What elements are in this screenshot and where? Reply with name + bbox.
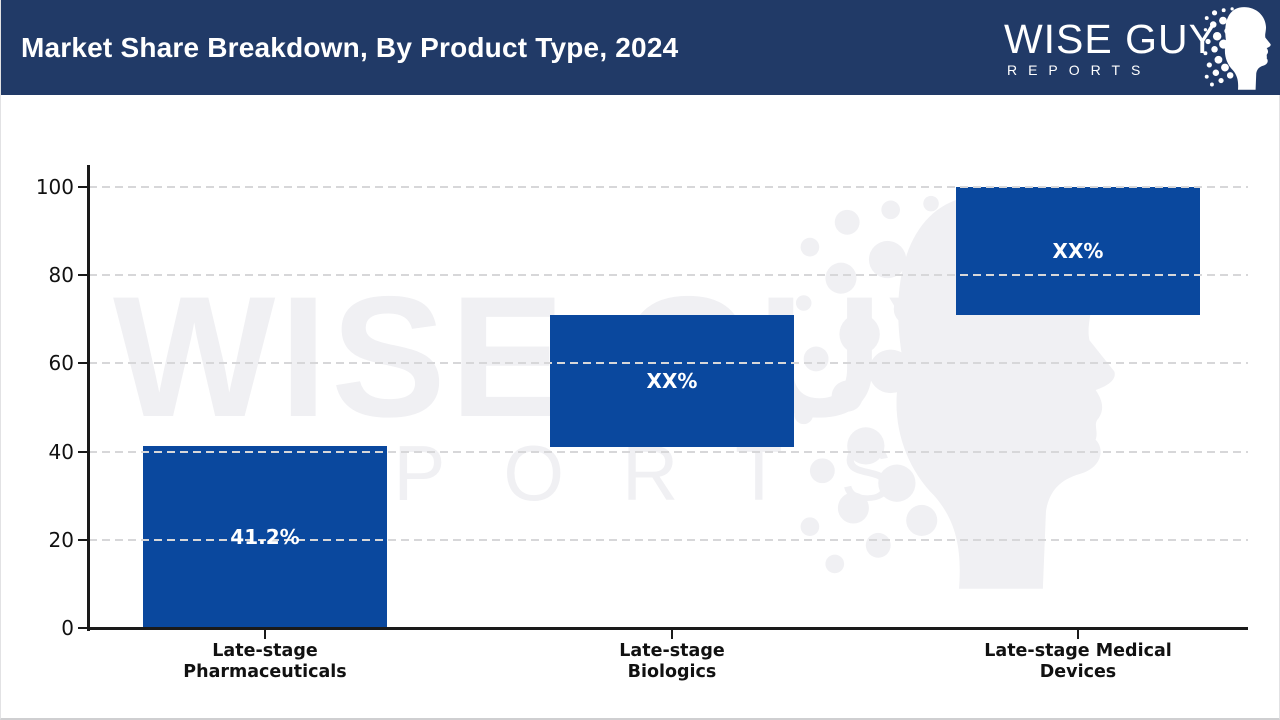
y-tick-mark bbox=[78, 627, 87, 629]
y-tick-label: 20 bbox=[48, 527, 74, 552]
y-tick-mark bbox=[78, 450, 87, 453]
header-band: Market Share Breakdown, By Product Type,… bbox=[1, 0, 1280, 95]
y-tick-label: 0 bbox=[61, 616, 74, 640]
gridline bbox=[89, 274, 1248, 277]
y-tick-mark bbox=[78, 362, 87, 365]
y-tick-label: 40 bbox=[48, 439, 74, 464]
x-category-label: Late-stage Pharmaceuticals bbox=[183, 641, 347, 682]
page-title: Market Share Breakdown, By Product Type,… bbox=[21, 31, 679, 63]
x-category-label: Late-stage Medical Devices bbox=[984, 641, 1172, 682]
y-tick-label: 80 bbox=[48, 263, 74, 288]
x-axis-line bbox=[87, 627, 1248, 630]
y-tick-mark bbox=[78, 186, 87, 188]
y-tick-mark bbox=[78, 538, 87, 541]
x-tick-mark bbox=[1077, 630, 1079, 639]
y-axis-line bbox=[87, 165, 90, 631]
x-tick-mark bbox=[671, 630, 673, 639]
x-category-label: Late-stage Biologics bbox=[619, 641, 725, 682]
x-tick-mark bbox=[264, 630, 266, 639]
gridline bbox=[89, 450, 1248, 453]
wise-guy-reports-logo: WISE GUY REPORTS bbox=[1004, 3, 1275, 93]
bar-1 bbox=[143, 446, 387, 628]
y-tick-label: 60 bbox=[48, 351, 74, 376]
bar-3 bbox=[956, 187, 1200, 315]
logo-text: WISE GUY REPORTS bbox=[1003, 16, 1217, 78]
logo-subtitle: REPORTS bbox=[1006, 62, 1152, 78]
gridline bbox=[89, 186, 1248, 188]
y-tick-mark bbox=[78, 274, 87, 277]
y-tick-label: 100 bbox=[35, 175, 74, 199]
logo-wordmark: WISE GUY bbox=[1003, 16, 1217, 62]
gridline bbox=[89, 362, 1248, 365]
bar-value-label: XX% bbox=[646, 369, 698, 394]
bar-value-label: 41.2% bbox=[230, 525, 300, 550]
gridline bbox=[89, 538, 1248, 541]
bar-value-label: XX% bbox=[1052, 238, 1104, 263]
bar-2 bbox=[550, 314, 794, 448]
